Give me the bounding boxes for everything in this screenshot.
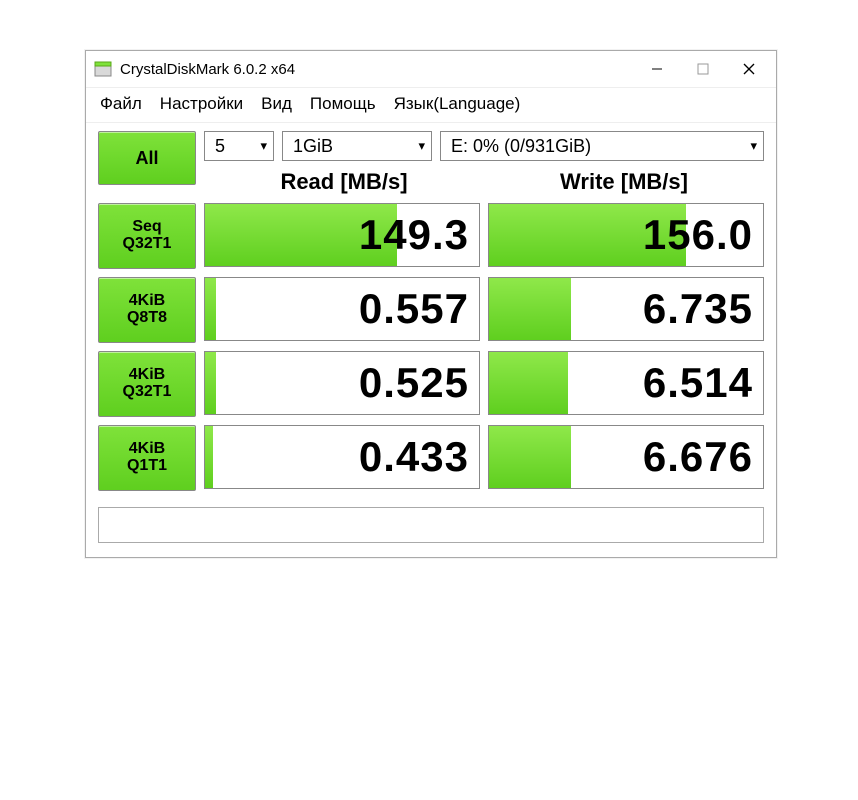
r4k8-read-value: 0.557: [359, 285, 469, 333]
btn-line2: Q32T1: [123, 383, 172, 401]
r4k32-read-value: 0.525: [359, 359, 469, 407]
app-icon: [94, 60, 112, 78]
titlebar[interactable]: CrystalDiskMark 6.0.2 x64: [86, 51, 776, 88]
menu-help[interactable]: Помощь: [310, 94, 376, 114]
r4k1-read-value: 0.433: [359, 433, 469, 481]
close-button[interactable]: [726, 53, 772, 85]
menu-language[interactable]: Язык(Language): [394, 94, 521, 114]
chevron-down-icon: ▾: [750, 138, 757, 154]
r4k32-read-cell: 0.525: [204, 351, 480, 415]
row-4k-q1t1: 4KiB Q1T1 0.433 6.676: [98, 425, 764, 491]
run-count-value: 5: [215, 136, 225, 157]
r4k1-write-bar: [489, 426, 571, 488]
results-grid: Seq Q32T1 149.3 156.0 4KiB Q8T8 0.557: [86, 203, 776, 499]
row-seq: Seq Q32T1 149.3 156.0: [98, 203, 764, 269]
btn-line2: Q1T1: [127, 457, 167, 475]
r4k8-read-bar: [205, 278, 216, 340]
btn-line2: Q8T8: [127, 309, 167, 327]
r4k1-write-value: 6.676: [643, 433, 753, 481]
seq-write-cell: 156.0: [488, 203, 764, 267]
r4k32-write-cell: 6.514: [488, 351, 764, 415]
r4k1-write-cell: 6.676: [488, 425, 764, 489]
row-4k-q8t8: 4KiB Q8T8 0.557 6.735: [98, 277, 764, 343]
row-4k-q32t1: 4KiB Q32T1 0.525 6.514: [98, 351, 764, 417]
minimize-button[interactable]: [634, 53, 680, 85]
test-size-value: 1GiB: [293, 136, 333, 157]
r4k32-read-bar: [205, 352, 216, 414]
seq-write-value: 156.0: [643, 211, 753, 259]
btn-line1: 4KiB: [129, 367, 165, 383]
drive-value: E: 0% (0/931GiB): [451, 136, 591, 157]
test-size-select[interactable]: 1GiB ▾: [282, 131, 432, 161]
chevron-down-icon: ▾: [418, 138, 425, 154]
header-read: Read [MB/s]: [204, 169, 484, 195]
btn-line1: 4KiB: [129, 441, 165, 457]
run-seq-button[interactable]: Seq Q32T1: [98, 203, 196, 269]
btn-line1: Seq: [132, 219, 161, 235]
header-write: Write [MB/s]: [484, 169, 764, 195]
run-4k-q32t1-button[interactable]: 4KiB Q32T1: [98, 351, 196, 417]
btn-line2: Q32T1: [123, 235, 172, 253]
menubar: Файл Настройки Вид Помощь Язык(Language): [86, 88, 776, 123]
run-4k-q8t8-button[interactable]: 4KiB Q8T8: [98, 277, 196, 343]
r4k8-read-cell: 0.557: [204, 277, 480, 341]
r4k8-write-value: 6.735: [643, 285, 753, 333]
run-all-button[interactable]: All: [98, 131, 196, 185]
r4k8-write-bar: [489, 278, 571, 340]
r4k32-write-bar: [489, 352, 568, 414]
r4k1-read-cell: 0.433: [204, 425, 480, 489]
menu-settings[interactable]: Настройки: [160, 94, 243, 114]
window-title: CrystalDiskMark 6.0.2 x64: [120, 61, 295, 78]
menu-file[interactable]: Файл: [100, 94, 142, 114]
seq-read-value: 149.3: [359, 211, 469, 259]
run-count-select[interactable]: 5 ▾: [204, 131, 274, 161]
chevron-down-icon: ▾: [260, 138, 267, 154]
app-window: CrystalDiskMark 6.0.2 x64 Файл Настройки…: [85, 50, 777, 558]
menu-view[interactable]: Вид: [261, 94, 292, 114]
r4k32-write-value: 6.514: [643, 359, 753, 407]
drive-select[interactable]: E: 0% (0/931GiB) ▾: [440, 131, 764, 161]
controls-row: All 5 ▾ 1GiB ▾ E: 0% (0/931GiB) ▾ Read […: [86, 123, 776, 195]
btn-line1: 4KiB: [129, 293, 165, 309]
maximize-button[interactable]: [680, 53, 726, 85]
r4k8-write-cell: 6.735: [488, 277, 764, 341]
run-all-label: All: [135, 148, 158, 169]
seq-read-cell: 149.3: [204, 203, 480, 267]
run-4k-q1t1-button[interactable]: 4KiB Q1T1: [98, 425, 196, 491]
status-bar: [98, 507, 764, 543]
r4k1-read-bar: [205, 426, 213, 488]
